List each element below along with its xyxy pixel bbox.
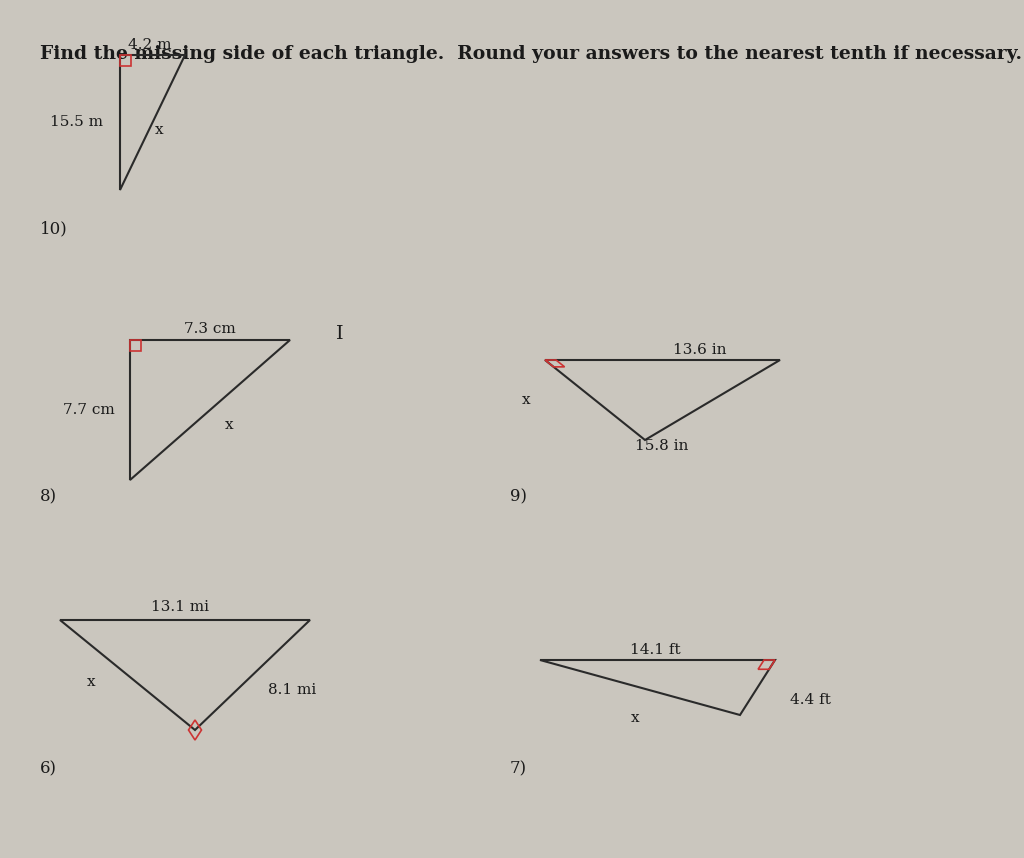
Text: 6): 6)	[40, 760, 57, 777]
Text: 14.1 ft: 14.1 ft	[630, 643, 680, 657]
Text: 15.5 m: 15.5 m	[50, 115, 103, 129]
Text: 8): 8)	[40, 488, 57, 505]
Text: x: x	[631, 711, 639, 725]
Text: x: x	[86, 675, 95, 689]
Text: 13.1 mi: 13.1 mi	[151, 600, 209, 614]
Text: 4.4 ft: 4.4 ft	[790, 693, 830, 707]
Text: 15.8 in: 15.8 in	[635, 439, 689, 453]
Text: 13.6 in: 13.6 in	[673, 343, 727, 357]
Text: 8.1 mi: 8.1 mi	[268, 683, 316, 697]
Text: x: x	[155, 123, 164, 137]
Text: 10): 10)	[40, 220, 68, 237]
Text: 7): 7)	[510, 760, 527, 777]
Text: 9): 9)	[510, 488, 527, 505]
Text: 7.7 cm: 7.7 cm	[63, 403, 115, 417]
Text: 4.2 m: 4.2 m	[128, 38, 172, 52]
Text: x: x	[225, 418, 233, 432]
Text: I: I	[336, 325, 344, 343]
Text: 7.3 cm: 7.3 cm	[184, 322, 236, 336]
Text: x: x	[521, 393, 530, 407]
Text: Find the missing side of each triangle.  Round your answers to the nearest tenth: Find the missing side of each triangle. …	[40, 45, 1022, 63]
